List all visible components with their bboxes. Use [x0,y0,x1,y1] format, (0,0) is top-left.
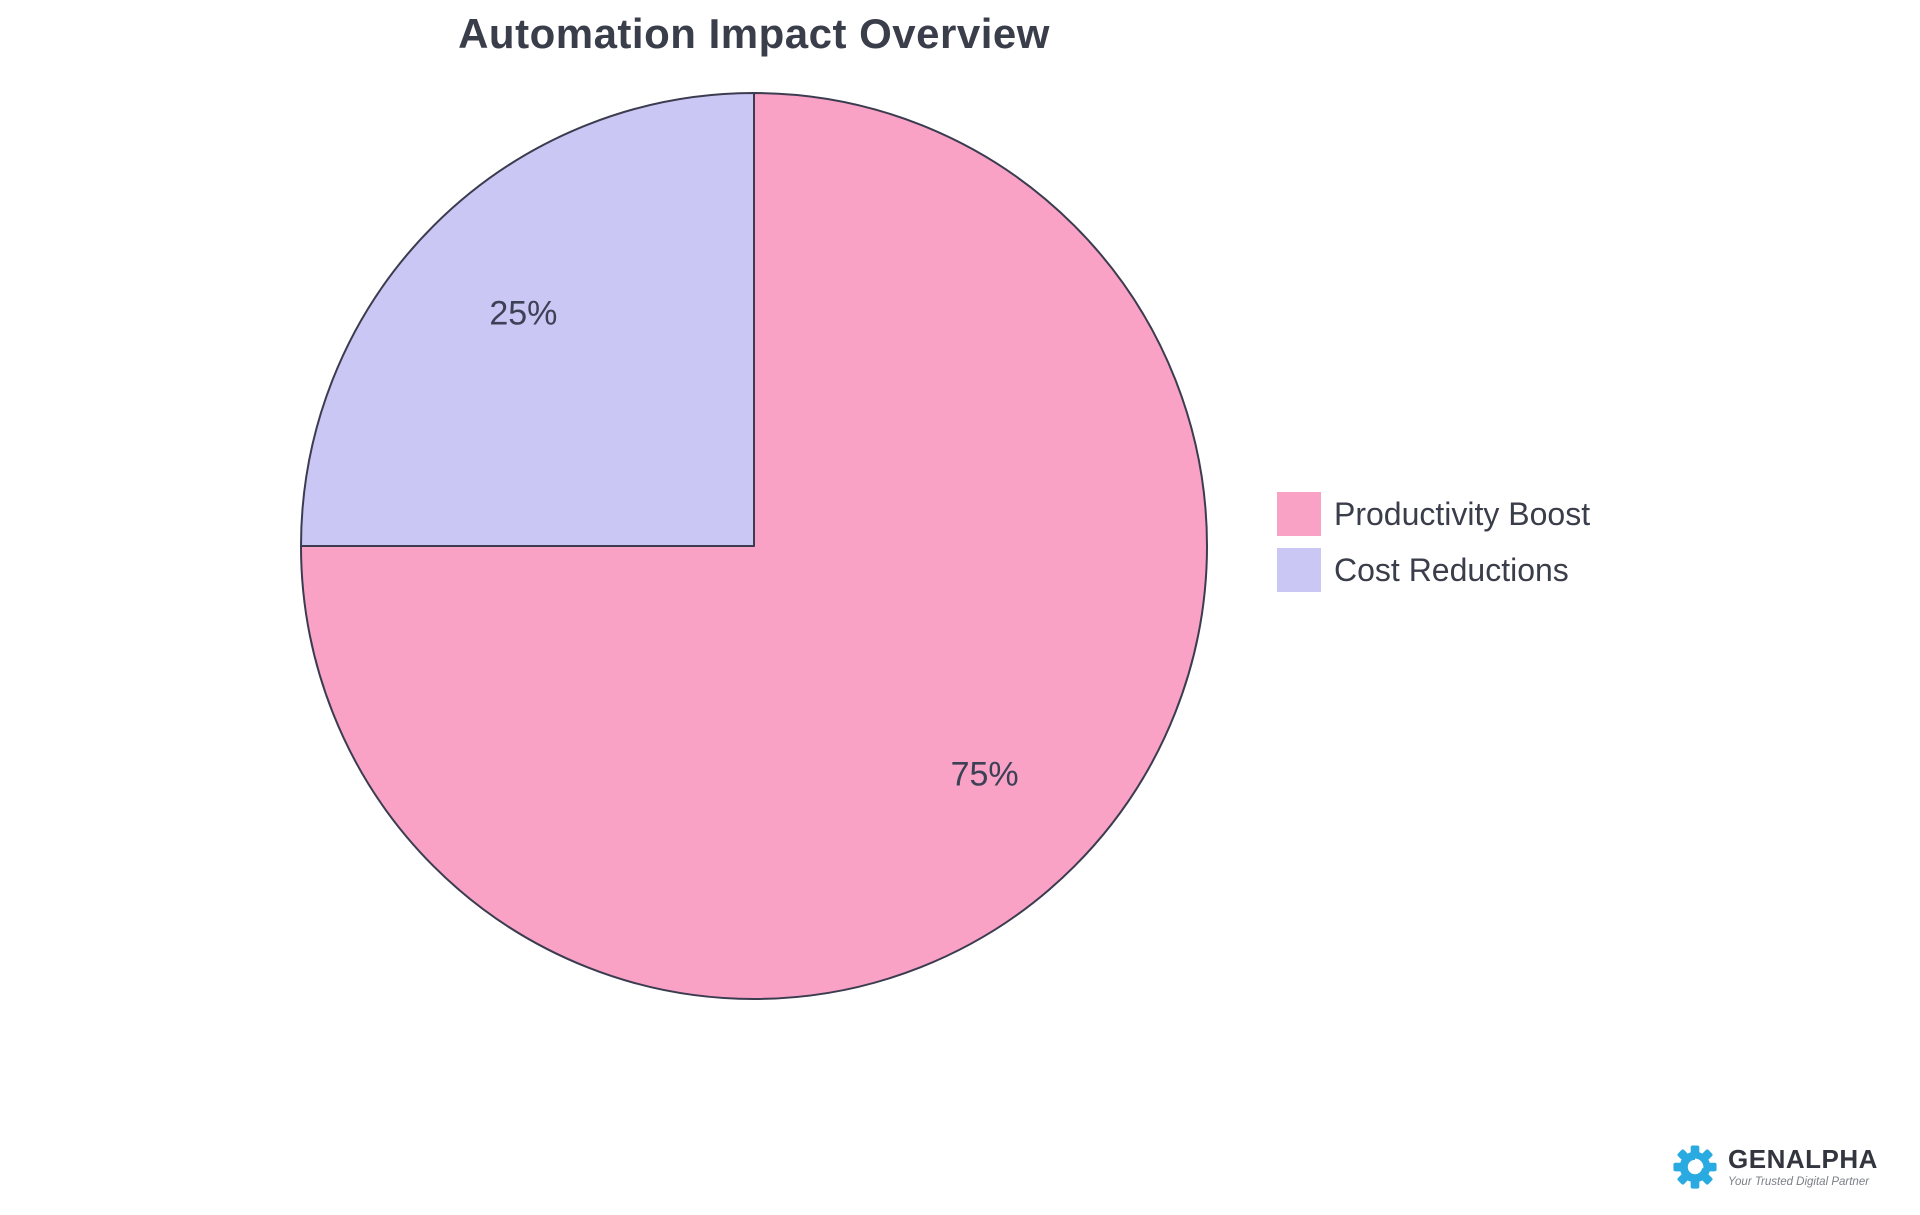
brand-name: GENALPHA [1728,1144,1878,1175]
legend-item-cost-reductions: Cost Reductions [1277,548,1590,592]
gear-icon [1673,1145,1717,1189]
pie-chart: 75% 25% [300,92,1208,1000]
brand-tagline: Your Trusted Digital Partner [1728,1175,1870,1188]
legend-swatch-cost-reductions [1277,548,1321,592]
pie-slice-label: 25% [489,294,557,332]
pie-slice-label: 75% [951,756,1019,794]
legend-label-cost-reductions: Cost Reductions [1334,551,1569,588]
legend: Productivity Boost Cost Reductions [1277,492,1590,592]
brand-logo: GENALPHA Your Trusted Digital Partner [1672,1144,1878,1190]
brand-text: GENALPHA Your Trusted Digital Partner [1728,1144,1878,1188]
legend-swatch-productivity-boost [1277,492,1321,536]
pie-slice-cost-reductions [300,92,755,547]
legend-label-productivity-boost: Productivity Boost [1334,495,1591,532]
pie-slice-productivity-boost [300,92,1208,1000]
legend-item-productivity-boost: Productivity Boost [1277,492,1590,536]
chart-title: Automation Impact Overview [458,10,1050,57]
